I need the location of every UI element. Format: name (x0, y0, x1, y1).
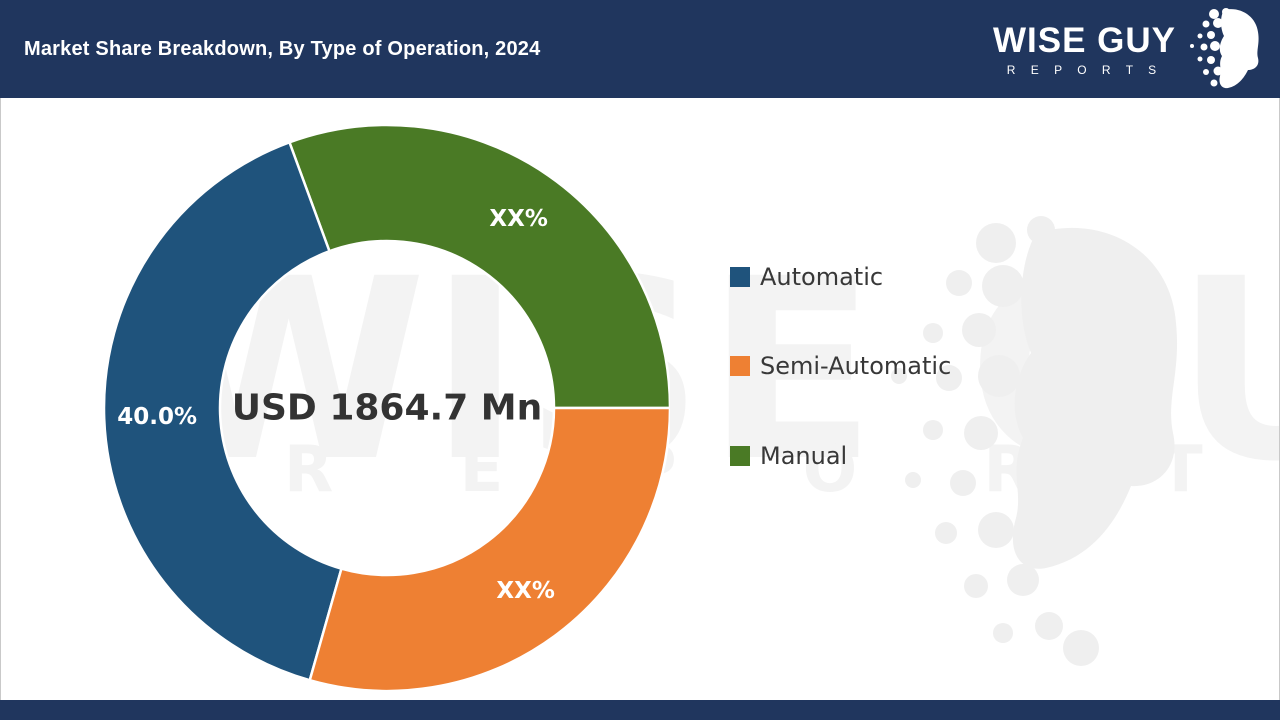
logo-face-icon (1190, 8, 1259, 89)
legend-item-automatic: Automatic (730, 263, 883, 291)
donut-center-value: USD 1864.7 Mn (231, 387, 543, 429)
header-bar: Market Share Breakdown, By Type of Opera… (0, 0, 1280, 98)
donut-slice-automatic (104, 140, 343, 682)
watermark-face-icon (891, 216, 1178, 666)
legend-label-semi-automatic: Semi-Automatic (760, 352, 952, 380)
logo-subtext: R E P O R T S (1006, 63, 1163, 77)
legend-item-semi-automatic: Semi-Automatic (730, 352, 951, 380)
donut-chart (104, 125, 670, 691)
legend-label-automatic: Automatic (760, 263, 884, 291)
legend-swatch-semi-automatic (730, 356, 750, 376)
slice-label-semi-automatic: XX% (496, 578, 555, 605)
slice-label-manual: XX% (489, 206, 548, 233)
slice-label-automatic: 40.0% (117, 403, 198, 430)
legend-swatch-manual (730, 446, 750, 466)
donut-slice-semi-automatic (308, 406, 670, 691)
logo-wordmark: WISE GUY (992, 21, 1176, 60)
donut-slice-manual (287, 125, 670, 410)
legend-item-manual: Manual (730, 442, 847, 470)
wiseguy-logo: WISE GUY R E P O R T S (993, 6, 1262, 92)
chart-title: Market Share Breakdown, By Type of Opera… (24, 37, 541, 60)
legend-swatch-automatic (730, 267, 750, 287)
footer-bar (0, 700, 1280, 720)
logo-text: WISE GUY R E P O R T S (993, 21, 1176, 77)
legend-label-manual: Manual (760, 442, 848, 470)
chart-panel: WISE GUY R E P O R T S XX%40.0%XX% USD 1… (0, 98, 1280, 700)
